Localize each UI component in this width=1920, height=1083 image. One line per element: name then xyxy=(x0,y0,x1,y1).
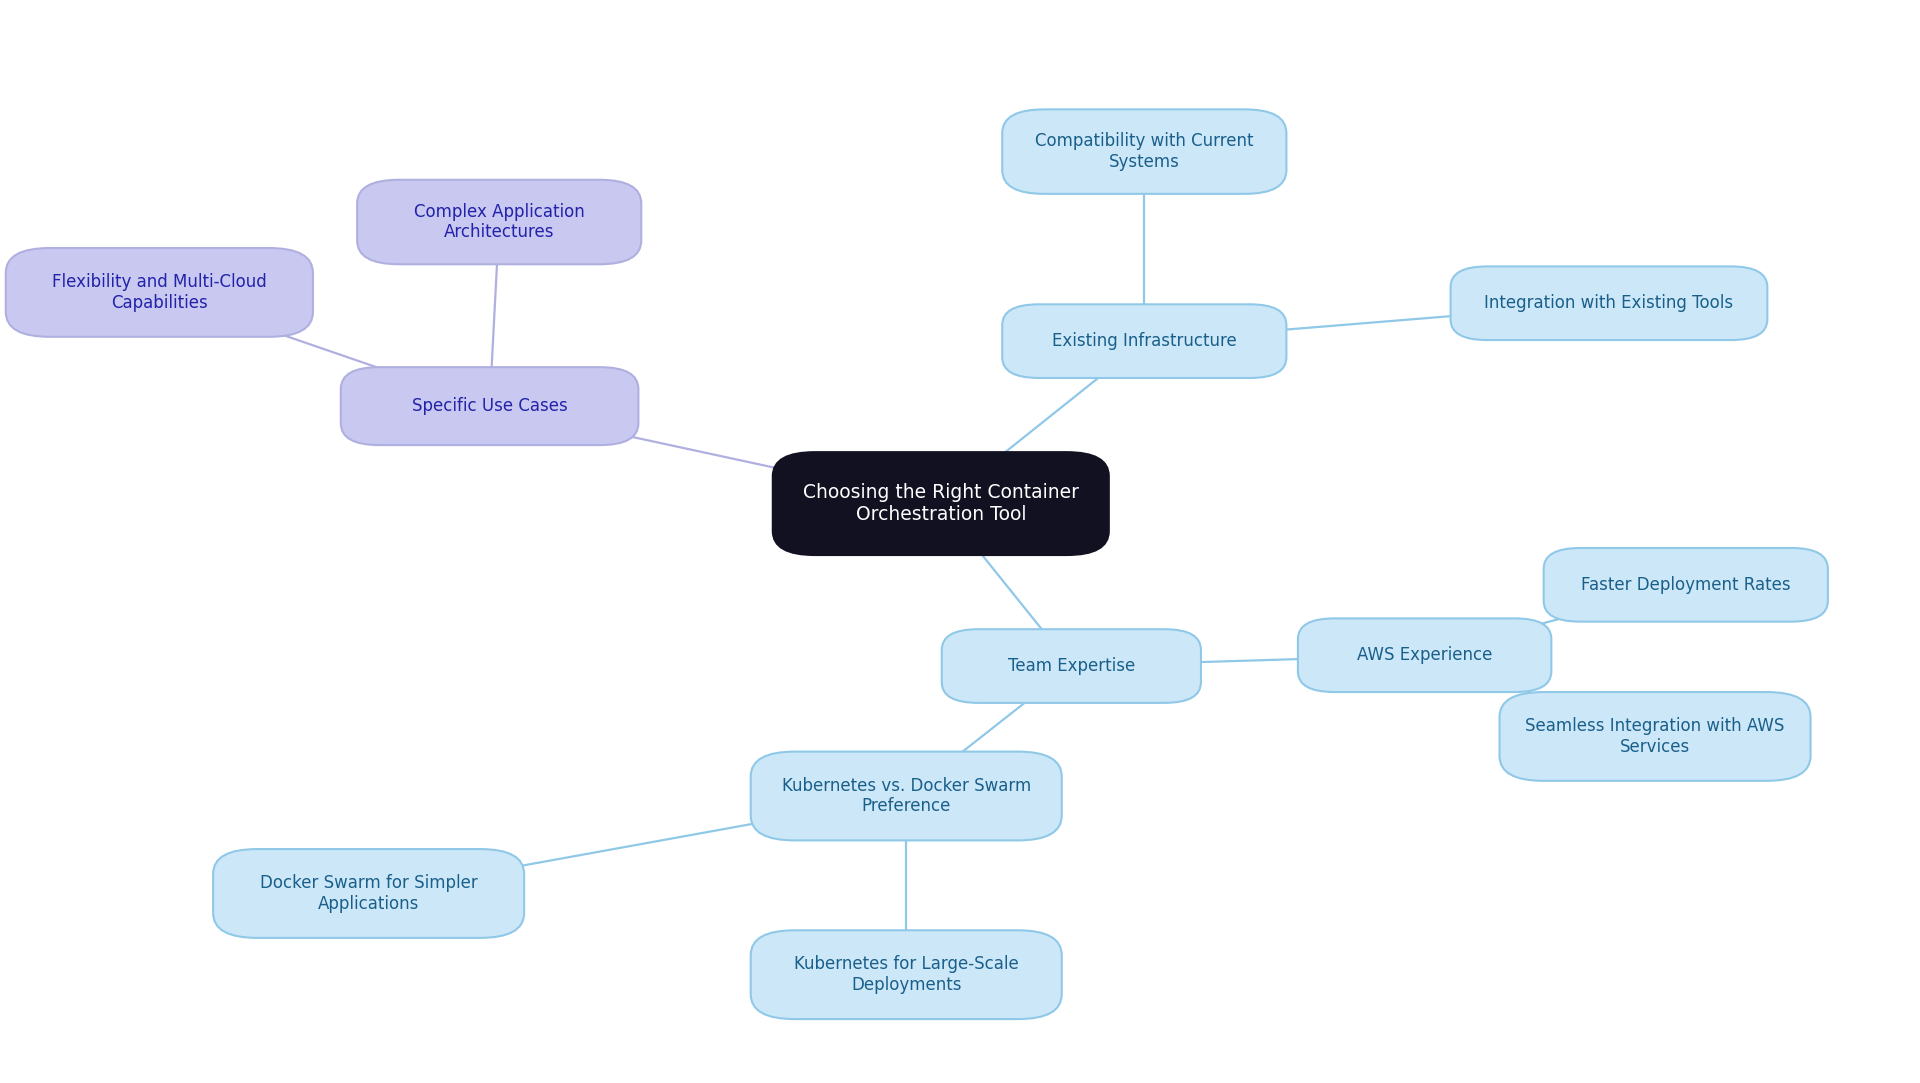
Text: AWS Experience: AWS Experience xyxy=(1357,647,1492,664)
Text: Specific Use Cases: Specific Use Cases xyxy=(411,397,568,415)
FancyBboxPatch shape xyxy=(6,248,313,337)
FancyBboxPatch shape xyxy=(1452,266,1766,340)
FancyBboxPatch shape xyxy=(1298,618,1551,692)
FancyBboxPatch shape xyxy=(1002,304,1286,378)
FancyBboxPatch shape xyxy=(772,453,1108,554)
FancyBboxPatch shape xyxy=(1544,548,1828,622)
Text: Seamless Integration with AWS
Services: Seamless Integration with AWS Services xyxy=(1524,717,1786,756)
FancyBboxPatch shape xyxy=(357,180,641,264)
FancyBboxPatch shape xyxy=(1002,109,1286,194)
FancyBboxPatch shape xyxy=(943,629,1202,703)
Text: Choosing the Right Container
Orchestration Tool: Choosing the Right Container Orchestrati… xyxy=(803,483,1079,524)
Text: Complex Application
Architectures: Complex Application Architectures xyxy=(415,203,584,242)
FancyBboxPatch shape xyxy=(340,367,637,445)
Text: Kubernetes for Large-Scale
Deployments: Kubernetes for Large-Scale Deployments xyxy=(793,955,1020,994)
Text: Kubernetes vs. Docker Swarm
Preference: Kubernetes vs. Docker Swarm Preference xyxy=(781,777,1031,815)
Text: Integration with Existing Tools: Integration with Existing Tools xyxy=(1484,295,1734,312)
Text: Compatibility with Current
Systems: Compatibility with Current Systems xyxy=(1035,132,1254,171)
FancyBboxPatch shape xyxy=(213,849,524,938)
Text: Docker Swarm for Simpler
Applications: Docker Swarm for Simpler Applications xyxy=(259,874,478,913)
FancyBboxPatch shape xyxy=(1500,692,1811,781)
Text: Faster Deployment Rates: Faster Deployment Rates xyxy=(1580,576,1791,593)
Text: Flexibility and Multi-Cloud
Capabilities: Flexibility and Multi-Cloud Capabilities xyxy=(52,273,267,312)
FancyBboxPatch shape xyxy=(751,752,1062,840)
Text: Existing Infrastructure: Existing Infrastructure xyxy=(1052,332,1236,350)
FancyBboxPatch shape xyxy=(751,930,1062,1019)
Text: Team Expertise: Team Expertise xyxy=(1008,657,1135,675)
